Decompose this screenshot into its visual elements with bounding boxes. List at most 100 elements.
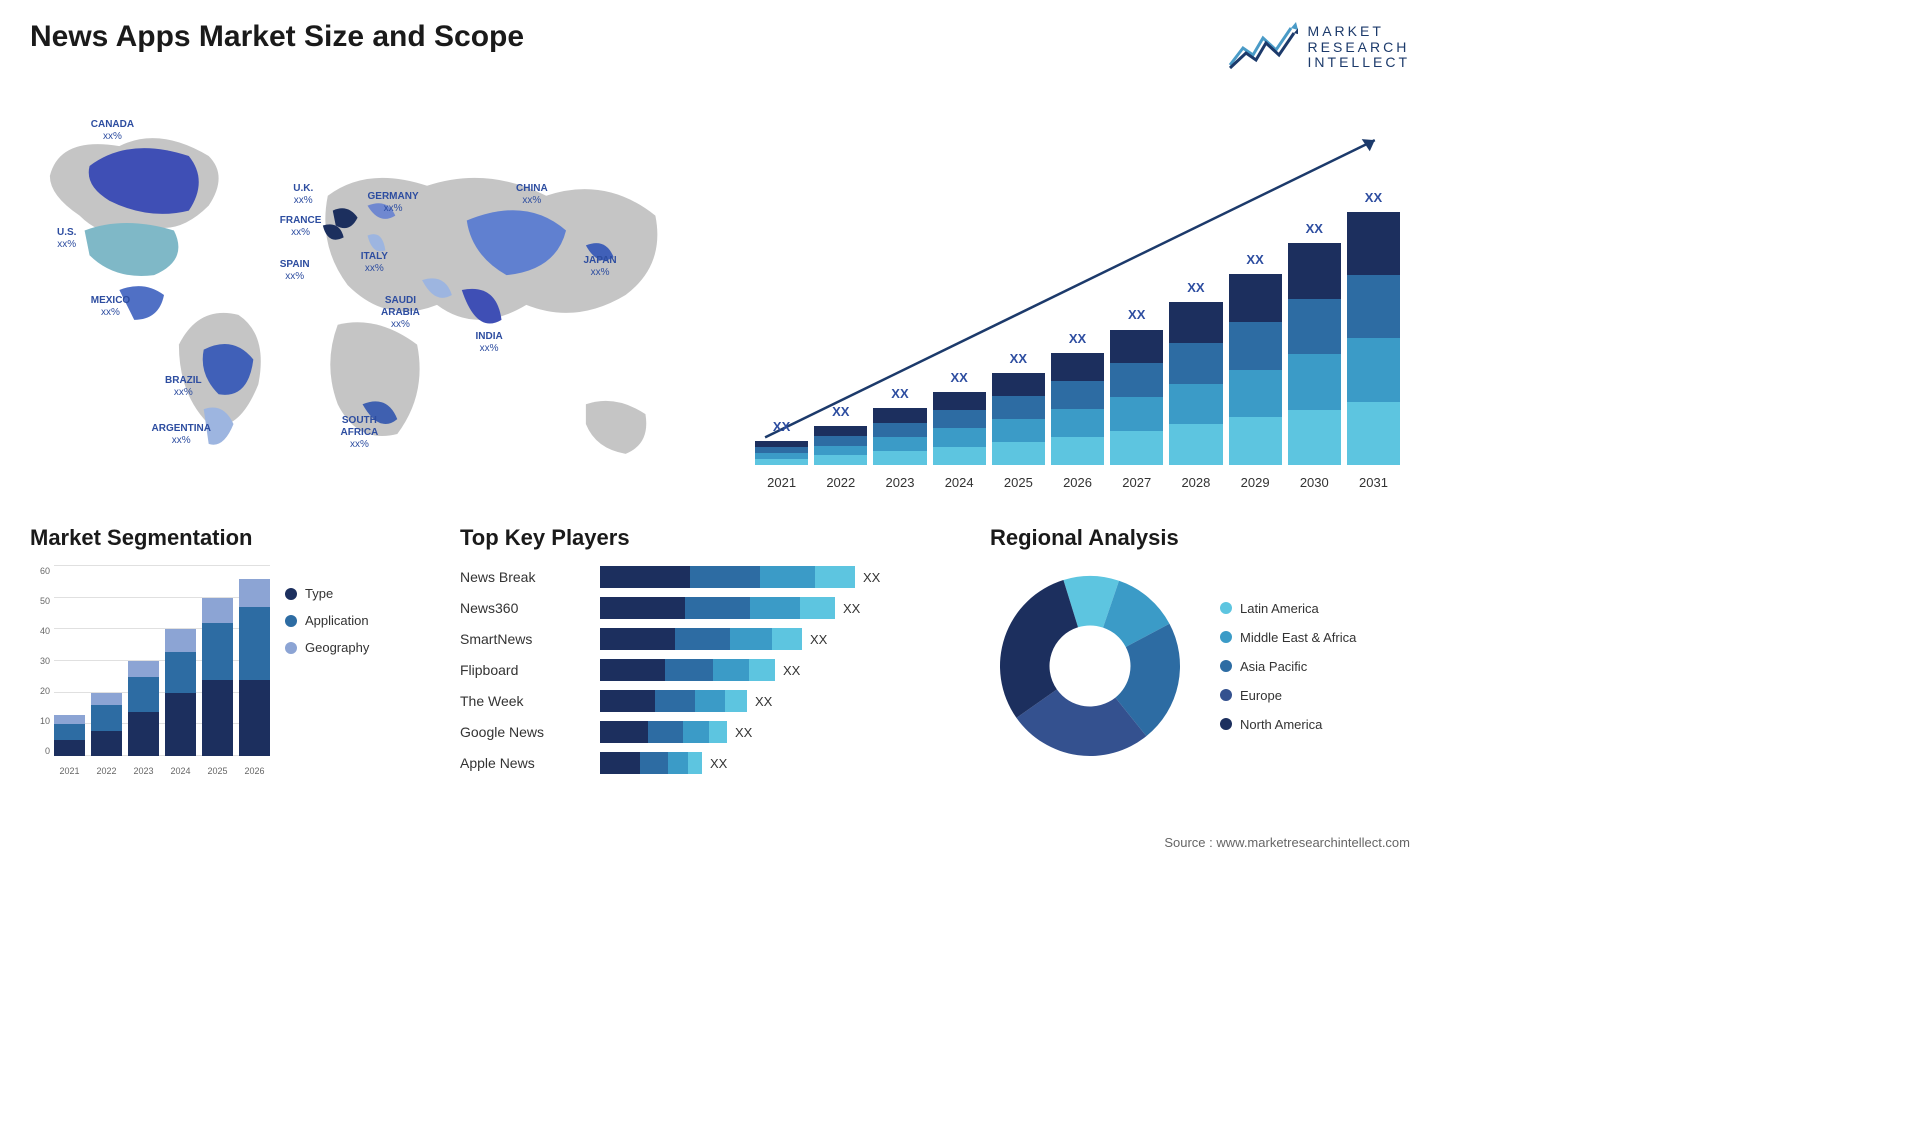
legend-dot-icon [1220,660,1232,672]
players-section: Top Key Players News Break News360 SmartNe… [460,525,960,805]
player-label: News360 [460,597,580,619]
growth-bar: XX [1169,302,1222,465]
player-value: XX [810,632,827,647]
legend-dot-icon [1220,689,1232,701]
segmentation-legend: Type Application Geography [285,566,430,776]
logo-mark-icon [1228,20,1298,75]
map-label: BRAZILxx% [165,375,202,399]
bottom-row: Market Segmentation 0102030405060 202120… [30,525,1410,805]
segmentation-chart: 0102030405060 202120222023202420252026 [30,566,270,776]
year-label: 2031 [1347,475,1400,490]
year-label: 2025 [992,475,1045,490]
bar-value-label: XX [1229,252,1282,267]
growth-bar: XX [1347,212,1400,465]
bar-value-label: XX [1288,221,1341,236]
player-bar-row: XX [600,690,960,712]
legend-dot-icon [285,642,297,654]
logo: MARKET RESEARCH INTELLECT [1228,20,1410,75]
growth-bar: XX [992,373,1045,465]
player-label: Flipboard [460,659,580,681]
world-map: CANADAxx%U.S.xx%MEXICOxx%BRAZILxx%ARGENT… [30,95,705,495]
growth-bar: XX [1110,329,1163,465]
legend-item: Middle East & Africa [1220,630,1356,645]
regional-section: Regional Analysis Latin America Middle Ea… [990,525,1410,805]
player-label: SmartNews [460,628,580,650]
map-label: CANADAxx% [91,119,134,143]
legend-item: Latin America [1220,601,1356,616]
map-label: SAUDIARABIAxx% [381,295,420,331]
year-label: 2027 [1110,475,1163,490]
regional-legend: Latin America Middle East & Africa Asia Pa… [1220,601,1356,732]
map-label: JAPANxx% [584,255,617,279]
logo-line2: RESEARCH [1308,40,1410,55]
growth-bar: XX [814,426,867,465]
legend-label: Type [305,586,333,601]
seg-bar [128,661,159,756]
legend-label: Application [305,613,369,628]
segmentation-title: Market Segmentation [30,525,430,551]
player-bar-row: XX [600,721,960,743]
legend-dot-icon [285,588,297,600]
year-label: 2030 [1288,475,1341,490]
legend-label: Europe [1240,688,1282,703]
player-label: Google News [460,721,580,743]
players-labels: News Break News360 SmartNews Flipboard The W… [460,566,580,774]
player-bar-row: XX [600,628,960,650]
legend-item: Type [285,586,430,601]
bar-value-label: XX [933,370,986,385]
bar-value-label: XX [1169,280,1222,295]
seg-bar [91,693,122,756]
bar-value-label: XX [814,404,867,419]
source-text: Source : www.marketresearchintellect.com [1164,835,1410,850]
map-label: U.K.xx% [293,183,313,207]
top-row: CANADAxx%U.S.xx%MEXICOxx%BRAZILxx%ARGENT… [30,95,1410,495]
bar-value-label: XX [992,351,1045,366]
regional-title: Regional Analysis [990,525,1410,551]
growth-chart: XXXXXXXXXXXXXXXXXXXXXX 20212022202320242… [735,95,1410,495]
legend-dot-icon [1220,602,1232,614]
donut-slice [1000,580,1078,718]
player-label: News Break [460,566,580,588]
map-label: ITALYxx% [361,251,388,275]
seg-bar [54,715,85,756]
players-title: Top Key Players [460,525,960,551]
bar-value-label: XX [755,419,808,434]
year-label: 2024 [933,475,986,490]
map-label: ARGENTINAxx% [152,423,211,447]
year-label: 2026 [1051,475,1104,490]
seg-bar [165,629,196,756]
player-value: XX [863,570,880,585]
year-label: 2028 [1169,475,1222,490]
donut-chart [990,566,1190,766]
legend-item: Geography [285,640,430,655]
map-label: INDIAxx% [476,331,503,355]
bar-value-label: XX [1051,331,1104,346]
player-value: XX [735,725,752,740]
legend-item: Europe [1220,688,1356,703]
legend-dot-icon [1220,718,1232,730]
growth-bar: XX [1229,274,1282,465]
player-value: XX [783,663,800,678]
growth-bar: XX [873,408,926,465]
growth-xlabels: 2021202220232024202520262027202820292030… [755,475,1400,490]
player-value: XX [710,756,727,771]
player-label: Apple News [460,752,580,774]
logo-line3: INTELLECT [1308,55,1410,70]
map-label: CHINAxx% [516,183,548,207]
map-label: U.S.xx% [57,227,76,251]
growth-bars: XXXXXXXXXXXXXXXXXXXXXX [755,135,1400,465]
logo-text: MARKET RESEARCH INTELLECT [1308,24,1410,70]
legend-label: North America [1240,717,1322,732]
growth-bar: XX [933,392,986,465]
player-label: The Week [460,690,580,712]
seg-bar [239,579,270,756]
page-title: News Apps Market Size and Scope [30,20,524,54]
legend-label: Asia Pacific [1240,659,1307,674]
player-value: XX [755,694,772,709]
infographic-container: News Apps Market Size and Scope MARKET R… [0,0,1440,860]
legend-label: Middle East & Africa [1240,630,1356,645]
map-label: GERMANYxx% [368,191,419,215]
legend-label: Latin America [1240,601,1319,616]
year-label: 2021 [755,475,808,490]
bar-value-label: XX [873,386,926,401]
